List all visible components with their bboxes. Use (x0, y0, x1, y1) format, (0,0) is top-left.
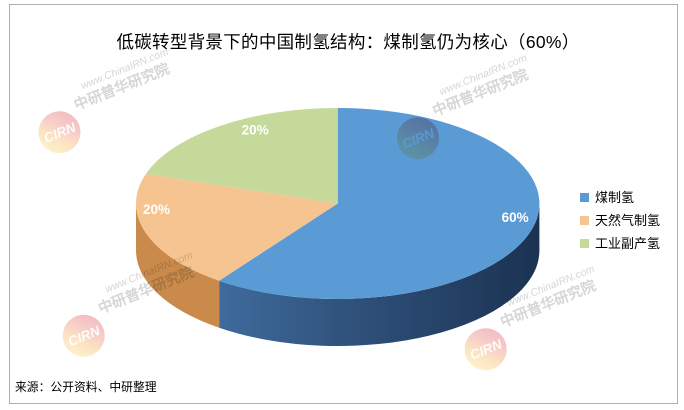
svg-text:20%: 20% (143, 202, 170, 217)
svg-text:20%: 20% (242, 123, 269, 138)
svg-text:60%: 60% (502, 210, 529, 225)
